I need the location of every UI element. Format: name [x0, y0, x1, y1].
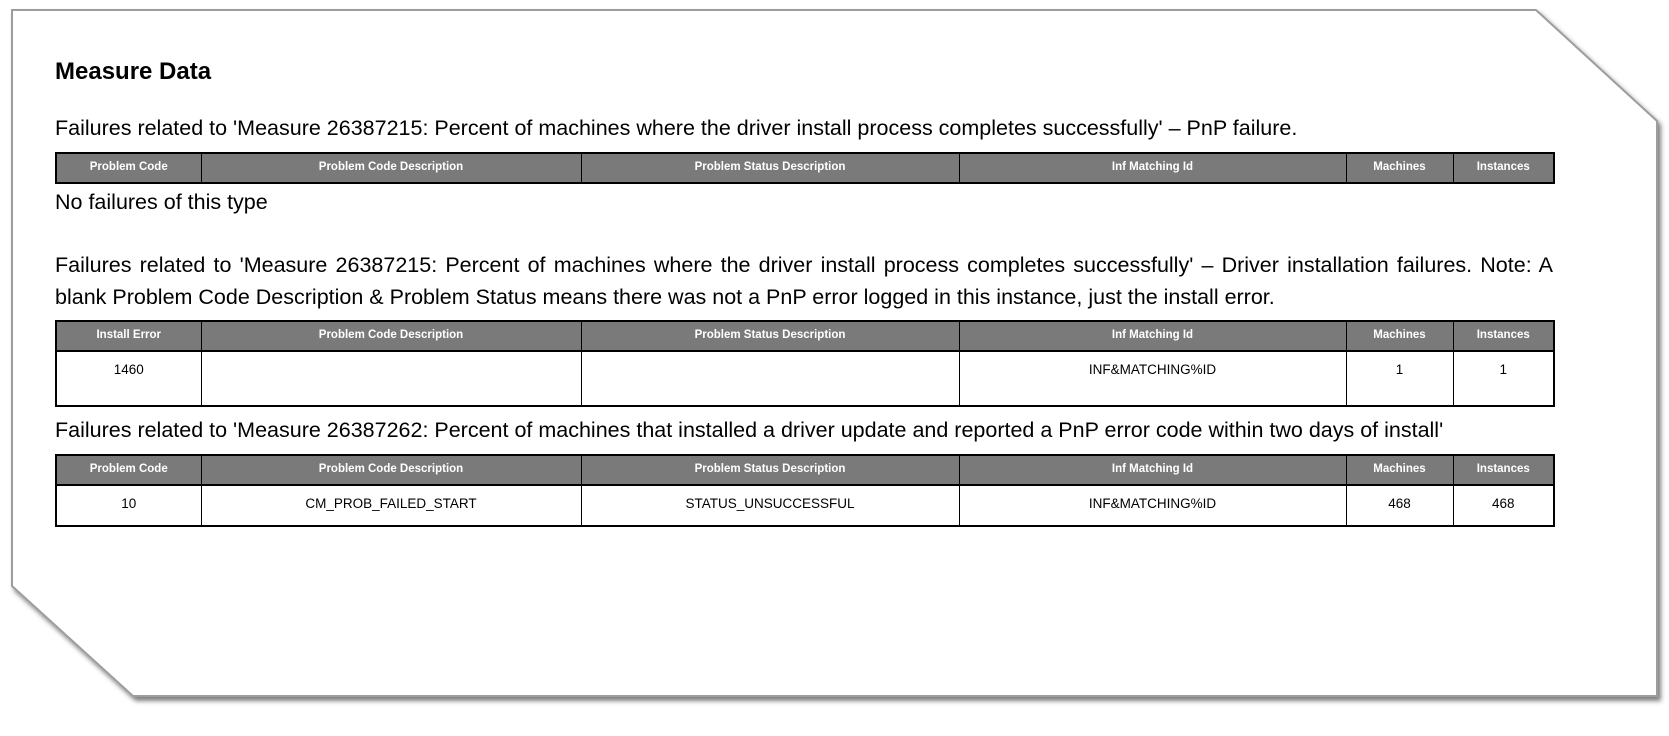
no-failures-note: No failures of this type	[55, 190, 268, 214]
header-cell: Problem Status Description	[580, 454, 960, 486]
header-cell: Inf Matching Id	[958, 454, 1347, 486]
page-title: Measure Data	[55, 58, 212, 85]
header-cell: Machines	[1345, 320, 1454, 352]
section-paragraph: Failures related to 'Measure 26387262: P…	[55, 418, 1444, 442]
header-cell: Problem Status Description	[580, 320, 960, 352]
header-cell: Machines	[1345, 454, 1454, 486]
section-pnp-error-code: Failures related to 'Measure 26387262: P…	[55, 414, 1555, 527]
section-driver-install-failures: Failures related to 'Measure 26387215: P…	[55, 249, 1555, 407]
driver-install-failures-table: Install Error Problem Code Description Pro…	[55, 320, 1555, 407]
section-paragraph: Failures related to 'Measure 26387215: P…	[55, 253, 1553, 309]
header-cell: Machines	[1345, 152, 1454, 184]
table-cell: 1	[1452, 350, 1555, 407]
table-cell: 468	[1452, 484, 1555, 527]
table-cell: 10	[55, 484, 202, 527]
table-cell	[580, 350, 960, 407]
header-cell: Install Error	[55, 320, 202, 352]
pnp-failures-table: Problem Code Problem Code Description Prob…	[55, 152, 1555, 184]
header-cell: Problem Code	[55, 152, 202, 184]
table-cell: INF&MATCHING%ID	[958, 484, 1347, 527]
table-header-row: Problem Code Problem Code Description Prob…	[55, 152, 1555, 184]
table-header-row: Install Error Problem Code Description Pro…	[55, 320, 1555, 352]
section-pnp-failure: Failures related to 'Measure 26387215: P…	[55, 112, 1555, 217]
table-row: 10 CM_PROB_FAILED_START STATUS_UNSUCCESSFU…	[55, 484, 1555, 527]
table-cell	[200, 350, 582, 407]
header-cell: Instances	[1452, 454, 1555, 486]
table-header-row: Problem Code Problem Code Description Prob…	[55, 454, 1555, 486]
header-cell: Problem Code Description	[200, 152, 582, 184]
header-cell: Problem Code Description	[200, 454, 582, 486]
header-cell: Instances	[1452, 320, 1555, 352]
header-cell: Problem Code Description	[200, 320, 582, 352]
pnp-error-code-table: Problem Code Problem Code Description Prob…	[55, 454, 1555, 527]
table-cell: 1460	[55, 350, 202, 407]
table-cell: INF&MATCHING%ID	[958, 350, 1347, 407]
table-cell: STATUS_UNSUCCESSFUL	[580, 484, 960, 527]
header-cell: Inf Matching Id	[958, 152, 1347, 184]
header-cell: Instances	[1452, 152, 1555, 184]
header-cell: Inf Matching Id	[958, 320, 1347, 352]
sheet-content: Measure Data Failures related to 'Measur…	[55, 44, 1555, 527]
table-row: 1460 INF&MATCHING%ID 1 1	[55, 350, 1555, 407]
table-cell: CM_PROB_FAILED_START	[200, 484, 582, 527]
header-cell: Problem Status Description	[580, 152, 960, 184]
table-cell: 468	[1345, 484, 1454, 527]
section-paragraph: Failures related to 'Measure 26387215: P…	[55, 116, 1298, 140]
table-cell: 1	[1345, 350, 1454, 407]
header-cell: Problem Code	[55, 454, 202, 486]
